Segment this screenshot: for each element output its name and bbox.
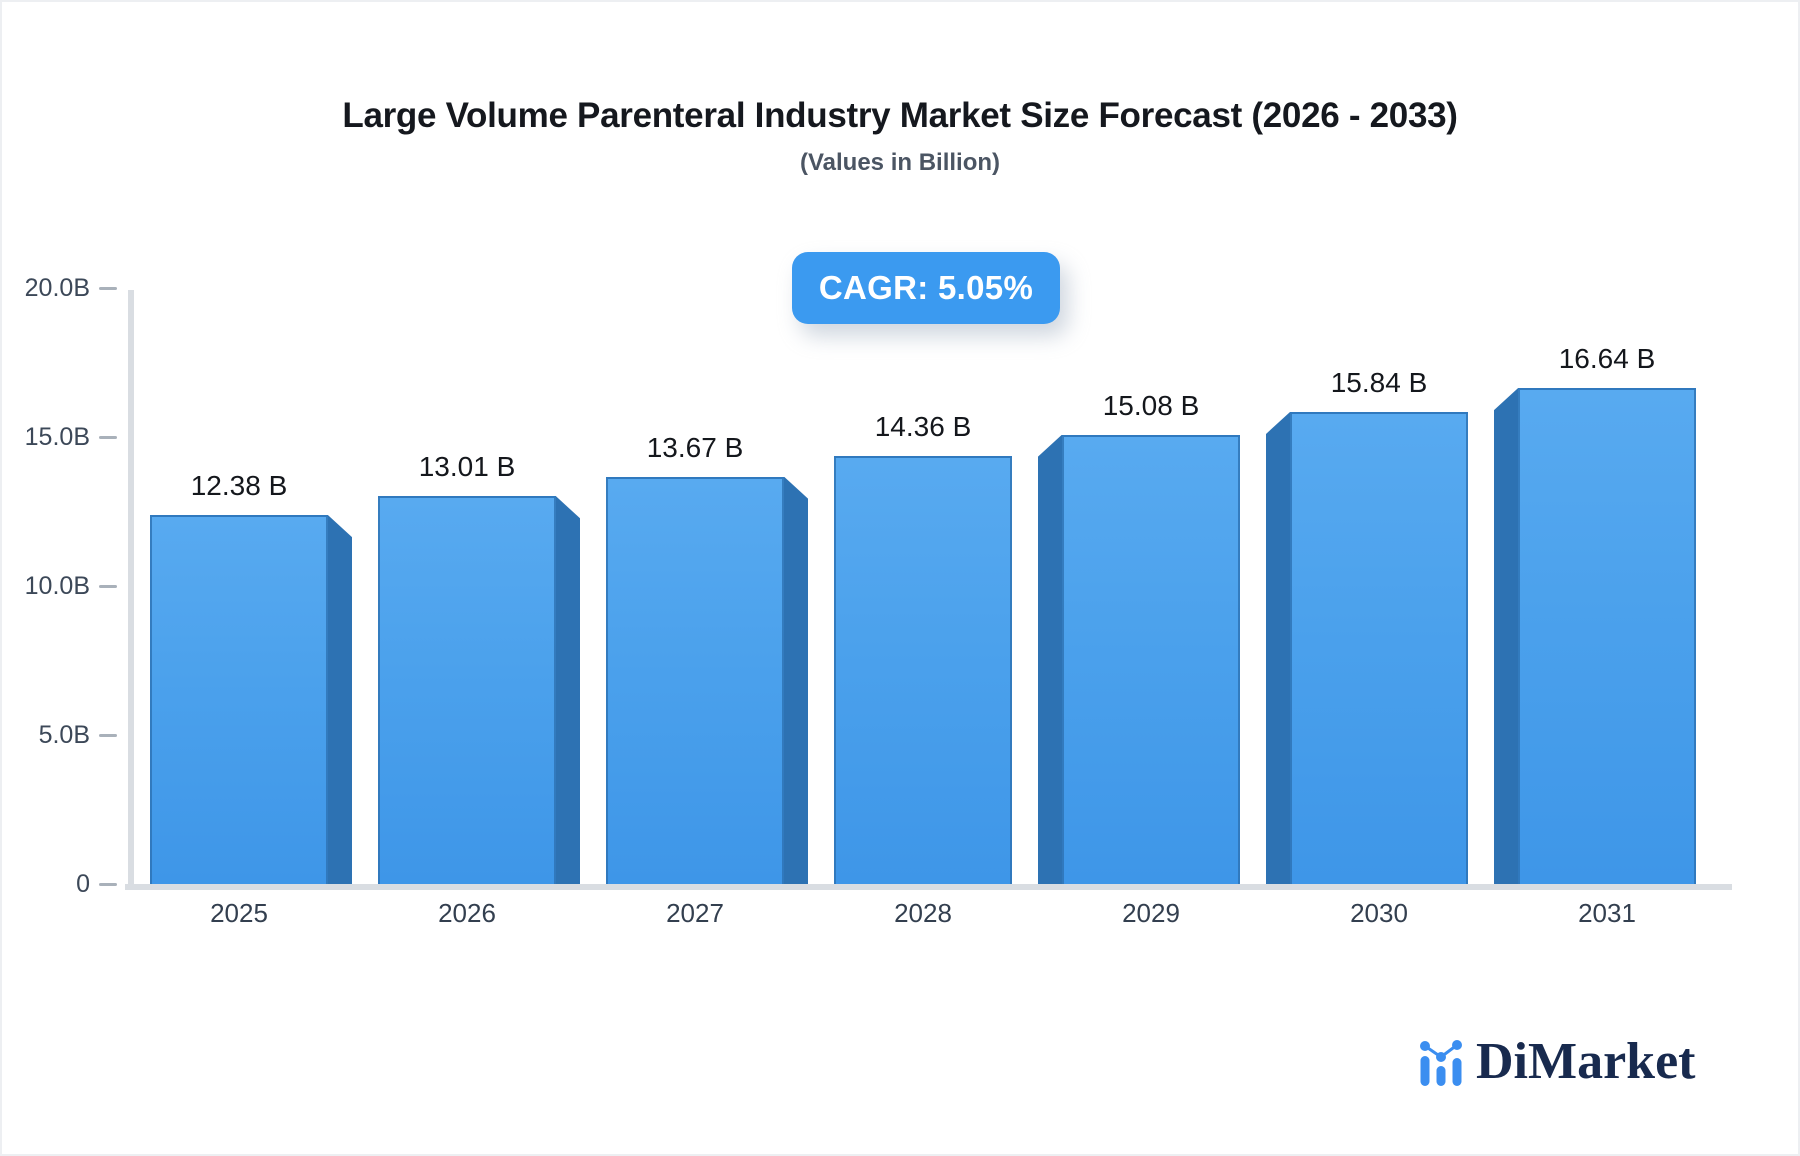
- brand-name: DiMarket: [1476, 1033, 1696, 1090]
- bar-2027: [606, 476, 784, 884]
- bar-value-label: 13.67 B: [646, 431, 744, 463]
- y-axis-tick-label: 0: [76, 870, 90, 898]
- bar-side-face: [556, 496, 580, 884]
- chart-subtitle: (Values in Billion): [799, 149, 1001, 176]
- bar-2025: [150, 515, 328, 884]
- bar-value-label: 15.08 B: [1102, 389, 1200, 421]
- bar-value-label: 13.01 B: [418, 451, 516, 483]
- bar-value-label: 14.36 B: [874, 411, 972, 443]
- y-axis-tick-mark: [99, 584, 117, 588]
- y-axis-tick-label: 20.0B: [24, 274, 90, 302]
- bar-side-face: [328, 515, 352, 884]
- bar-value-label: 16.64 B: [1558, 343, 1656, 375]
- cagr-badge: CAGR: 5.05%: [792, 252, 1060, 324]
- bar-value-label: 15.84 B: [1330, 366, 1428, 398]
- bar-2026: [378, 496, 556, 884]
- y-axis-tick-mark: [99, 882, 117, 886]
- y-axis-tick-label: 5.0B: [38, 721, 90, 749]
- bar-2030: [1290, 411, 1468, 884]
- cagr-badge-label: CAGR: 5.05%: [818, 269, 1034, 306]
- y-axis-tick-mark: [99, 733, 117, 737]
- bar-2028: [834, 456, 1012, 884]
- x-axis-category-label: 2028: [894, 898, 952, 928]
- x-axis-category-label: 2025: [210, 898, 268, 928]
- y-axis-tick-mark: [99, 286, 117, 290]
- bar-chart-logo-icon: [1420, 1040, 1462, 1086]
- brand-logo: DiMarket: [1418, 1036, 1695, 1088]
- bar-2031: [1518, 388, 1696, 884]
- chart-title: Large Volume Parenteral Industry Market …: [342, 96, 1458, 135]
- bar-value-label: 12.38 B: [190, 470, 288, 502]
- x-axis-category-label: 2030: [1350, 898, 1408, 928]
- y-axis-tick-label: 15.0B: [24, 423, 90, 451]
- x-axis-category-label: 2031: [1578, 898, 1636, 928]
- y-axis-line: [128, 290, 134, 890]
- x-axis-line: [125, 884, 1732, 890]
- y-axis-tick-label: 10.0B: [24, 572, 90, 600]
- y-axis-tick-mark: [99, 435, 117, 439]
- x-axis-category-label: 2029: [1122, 898, 1180, 928]
- bar-side-face: [1266, 411, 1290, 884]
- x-axis-category-label: 2027: [666, 898, 724, 928]
- x-axis-category-label: 2026: [438, 898, 496, 928]
- bar-side-face: [784, 476, 808, 884]
- bar-side-face: [1038, 434, 1062, 884]
- bar-2029: [1062, 434, 1240, 884]
- bar-side-face: [1494, 388, 1518, 884]
